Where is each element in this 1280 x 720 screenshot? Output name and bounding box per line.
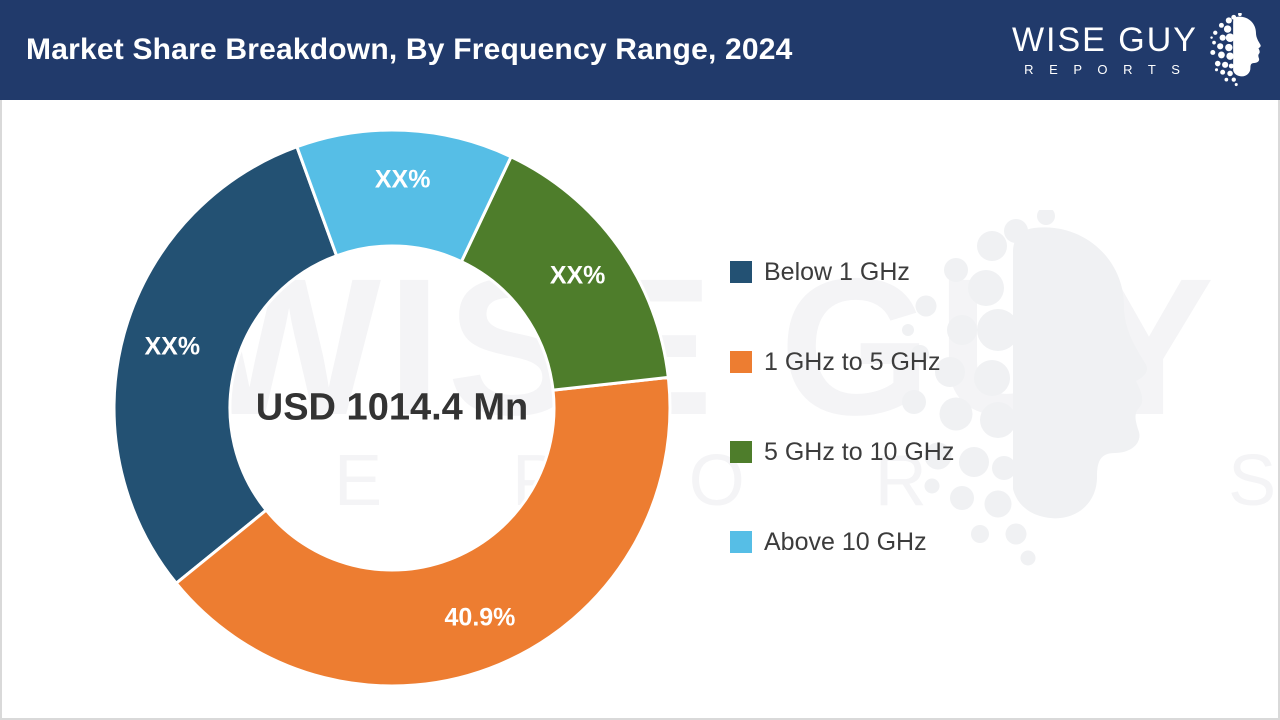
chart-area: WISE GUY R E P O R T S XX% 40.9% XX% XX% US… [0,100,1280,720]
legend-item: 5 GHz to 10 GHz [730,438,954,466]
logo-face-icon [1210,13,1261,87]
slice-value-label: 40.9% [444,603,516,632]
logo-text: WISE GUY R E P O R T S [1012,23,1198,77]
legend-label: Below 1 GHz [764,257,910,286]
slice-value-label: XX% [374,165,431,194]
legend-swatch [730,351,752,373]
logo-name: WISE GUY [1011,21,1198,59]
legend-label: 5 GHz to 10 GHz [764,437,955,466]
legend-label: Above 10 GHz [764,527,927,556]
pie-slice-5-ghz-to-10-ghz [459,154,670,392]
page-title: Market Share Breakdown, By Frequency Ran… [26,33,793,66]
wise-guy-logo: WISE GUY R E P O R T S [1012,13,1266,87]
pie-slice-1-ghz-to-5-ghz [174,375,672,688]
pie-slice-above-10-ghz [294,128,514,264]
legend-item: 1 GHz to 5 GHz [730,348,954,376]
legend-item: Below 1 GHz [730,258,954,286]
legend-swatch [730,441,752,463]
legend-swatch [730,531,752,553]
slice-value-label: XX% [549,261,606,290]
donut-center-value: USD 1014.4 Mn [255,386,529,429]
slice-value-label: XX% [144,332,201,361]
pie-slice-below-1-ghz [112,144,339,586]
legend-swatch [730,261,752,283]
legend-item: Above 10 GHz [730,528,954,556]
logo-subtitle: R E P O R T S [1024,62,1186,77]
legend: Below 1 GHz 1 GHz to 5 GHz 5 GHz to 10 G… [730,258,954,618]
legend-label: 1 GHz to 5 GHz [764,347,941,376]
header: Market Share Breakdown, By Frequency Ran… [0,0,1280,100]
donut-chart [112,128,672,688]
